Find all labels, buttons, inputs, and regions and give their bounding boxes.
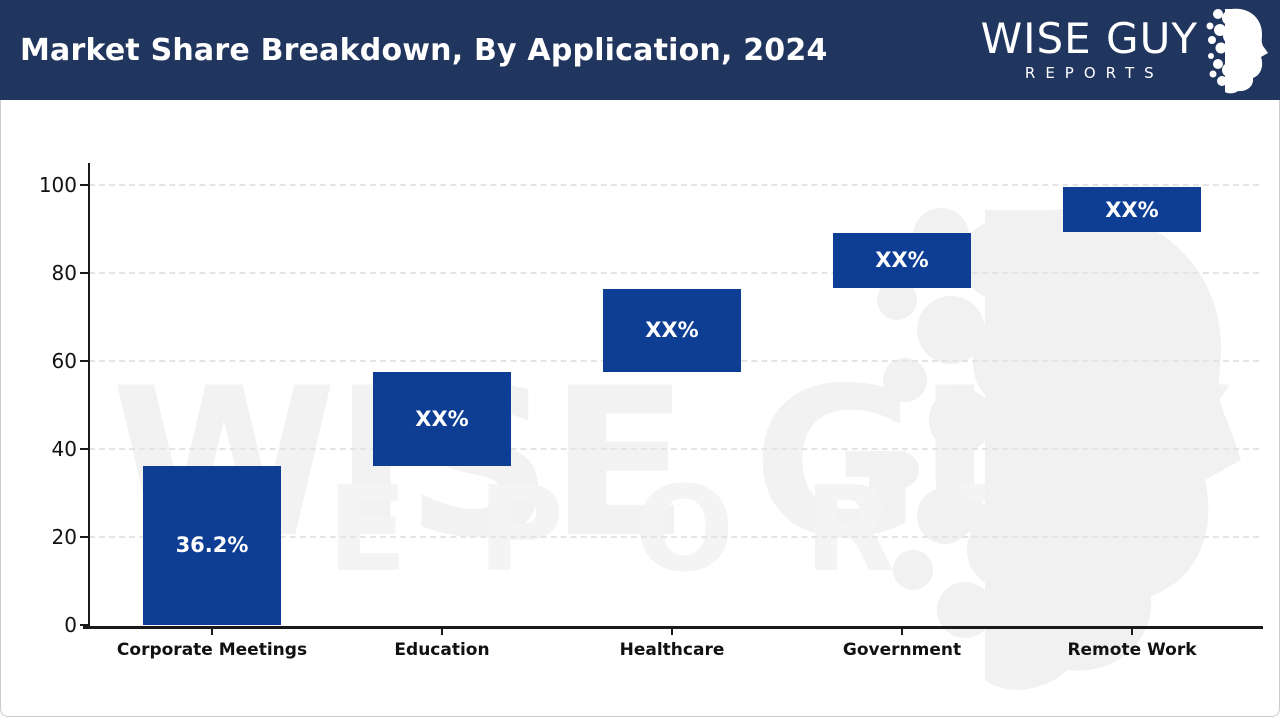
logo-wordmark-line2: REPORTS — [1024, 64, 1164, 82]
bar-value-label: XX% — [415, 406, 469, 431]
chart-panel: WISE GUY REPORTS 0 20 40 60 80 100 36.2% XX% XX%… — [0, 100, 1280, 717]
logo-wordmark-line1: WISE GUY — [980, 14, 1198, 63]
y-gridline — [89, 272, 1259, 274]
y-axis-tick-label: 20 — [51, 525, 77, 549]
y-axis-tick-mark — [80, 360, 88, 362]
x-axis-line — [83, 626, 1263, 629]
x-axis-tick-mark — [671, 629, 673, 635]
y-gridline — [89, 184, 1259, 186]
waterfall-bar: XX% — [603, 288, 741, 372]
x-axis-category-label: Remote Work — [1067, 640, 1197, 660]
logo-wordmark: WISE GUY REPORTS — [980, 14, 1198, 83]
waterfall-bar: XX% — [373, 372, 511, 466]
y-axis-tick-mark — [80, 184, 88, 186]
x-axis-category-label: Healthcare — [619, 640, 725, 660]
bar-value-label: XX% — [645, 318, 699, 343]
bar-value-label: 36.2% — [175, 533, 249, 558]
y-gridline — [89, 536, 1259, 538]
waterfall-bar: XX% — [1063, 187, 1201, 233]
page-title: Market Share Breakdown, By Application, … — [20, 32, 828, 68]
bar-value-label: XX% — [875, 248, 929, 273]
waterfall-bar: 36.2% — [143, 465, 281, 625]
y-axis-tick-mark — [80, 536, 88, 538]
x-axis-category-label: Corporate Meetings — [116, 640, 308, 660]
y-axis-tick-label: 60 — [51, 349, 77, 373]
y-axis-tick-mark — [80, 272, 88, 274]
bar-value-label: XX% — [1105, 197, 1159, 222]
x-axis-category-label: Education — [394, 640, 490, 660]
y-gridline — [89, 448, 1259, 450]
x-axis-tick-mark — [1131, 629, 1133, 635]
x-axis-tick-mark — [901, 629, 903, 635]
y-axis-tick-mark — [80, 448, 88, 450]
waterfall-bar: XX% — [833, 232, 971, 289]
x-axis-tick-mark — [441, 629, 443, 635]
y-axis-tick-label: 40 — [51, 437, 77, 461]
y-axis-line — [88, 163, 90, 628]
y-axis-tick-mark — [80, 624, 88, 626]
y-axis-tick-label: 80 — [51, 261, 77, 285]
x-axis-category-label: Government — [842, 640, 962, 660]
wise-guy-logo: WISE GUY REPORTS — [981, 6, 1280, 94]
logo-head-icon — [1206, 8, 1268, 94]
x-axis-tick-mark — [211, 629, 213, 635]
y-axis-tick-label: 100 — [38, 173, 77, 197]
y-axis-tick-label: 0 — [64, 613, 77, 637]
header-bar: Market Share Breakdown, By Application, … — [0, 0, 1280, 100]
